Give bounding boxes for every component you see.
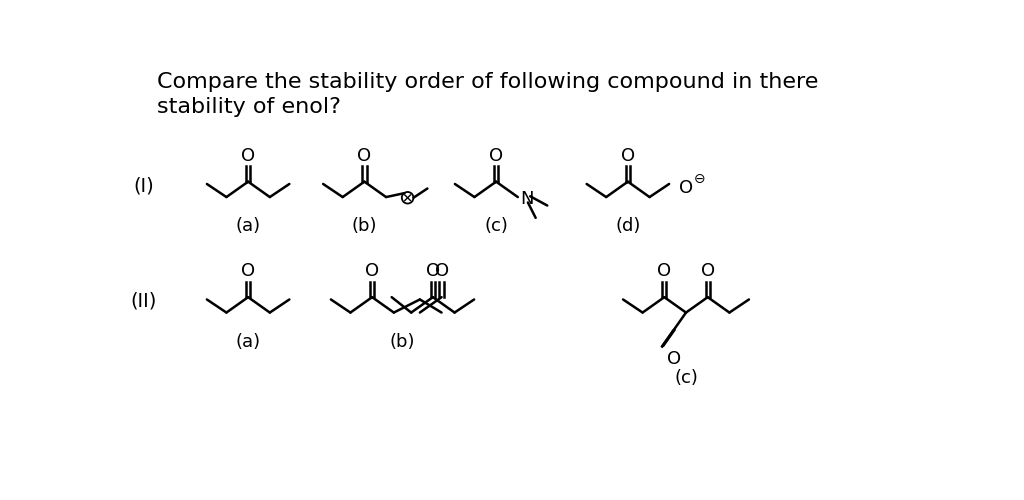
- Text: (a): (a): [236, 218, 261, 236]
- Text: O: O: [434, 262, 449, 280]
- Text: (b): (b): [390, 333, 416, 351]
- Text: (a): (a): [236, 333, 261, 351]
- Text: O: O: [426, 262, 440, 280]
- Text: (c): (c): [484, 218, 508, 236]
- Text: O: O: [366, 262, 379, 280]
- Text: ⊖: ⊖: [693, 172, 706, 185]
- Text: (b): (b): [351, 218, 377, 236]
- Text: (d): (d): [615, 218, 641, 236]
- Text: O: O: [700, 262, 715, 280]
- Text: stability of enol?: stability of enol?: [158, 97, 341, 117]
- Text: (c): (c): [674, 369, 698, 387]
- Text: O: O: [667, 350, 681, 368]
- Text: O: O: [489, 146, 503, 164]
- Text: Compare the stability order of following compound in there: Compare the stability order of following…: [158, 72, 819, 92]
- Text: O: O: [657, 262, 672, 280]
- Text: O: O: [679, 179, 693, 197]
- Text: (I): (I): [133, 176, 154, 195]
- Text: O: O: [621, 146, 635, 164]
- Text: (II): (II): [130, 292, 157, 310]
- Text: O: O: [357, 146, 372, 164]
- Text: O: O: [241, 146, 255, 164]
- Text: O: O: [241, 262, 255, 280]
- Text: N: N: [520, 190, 534, 208]
